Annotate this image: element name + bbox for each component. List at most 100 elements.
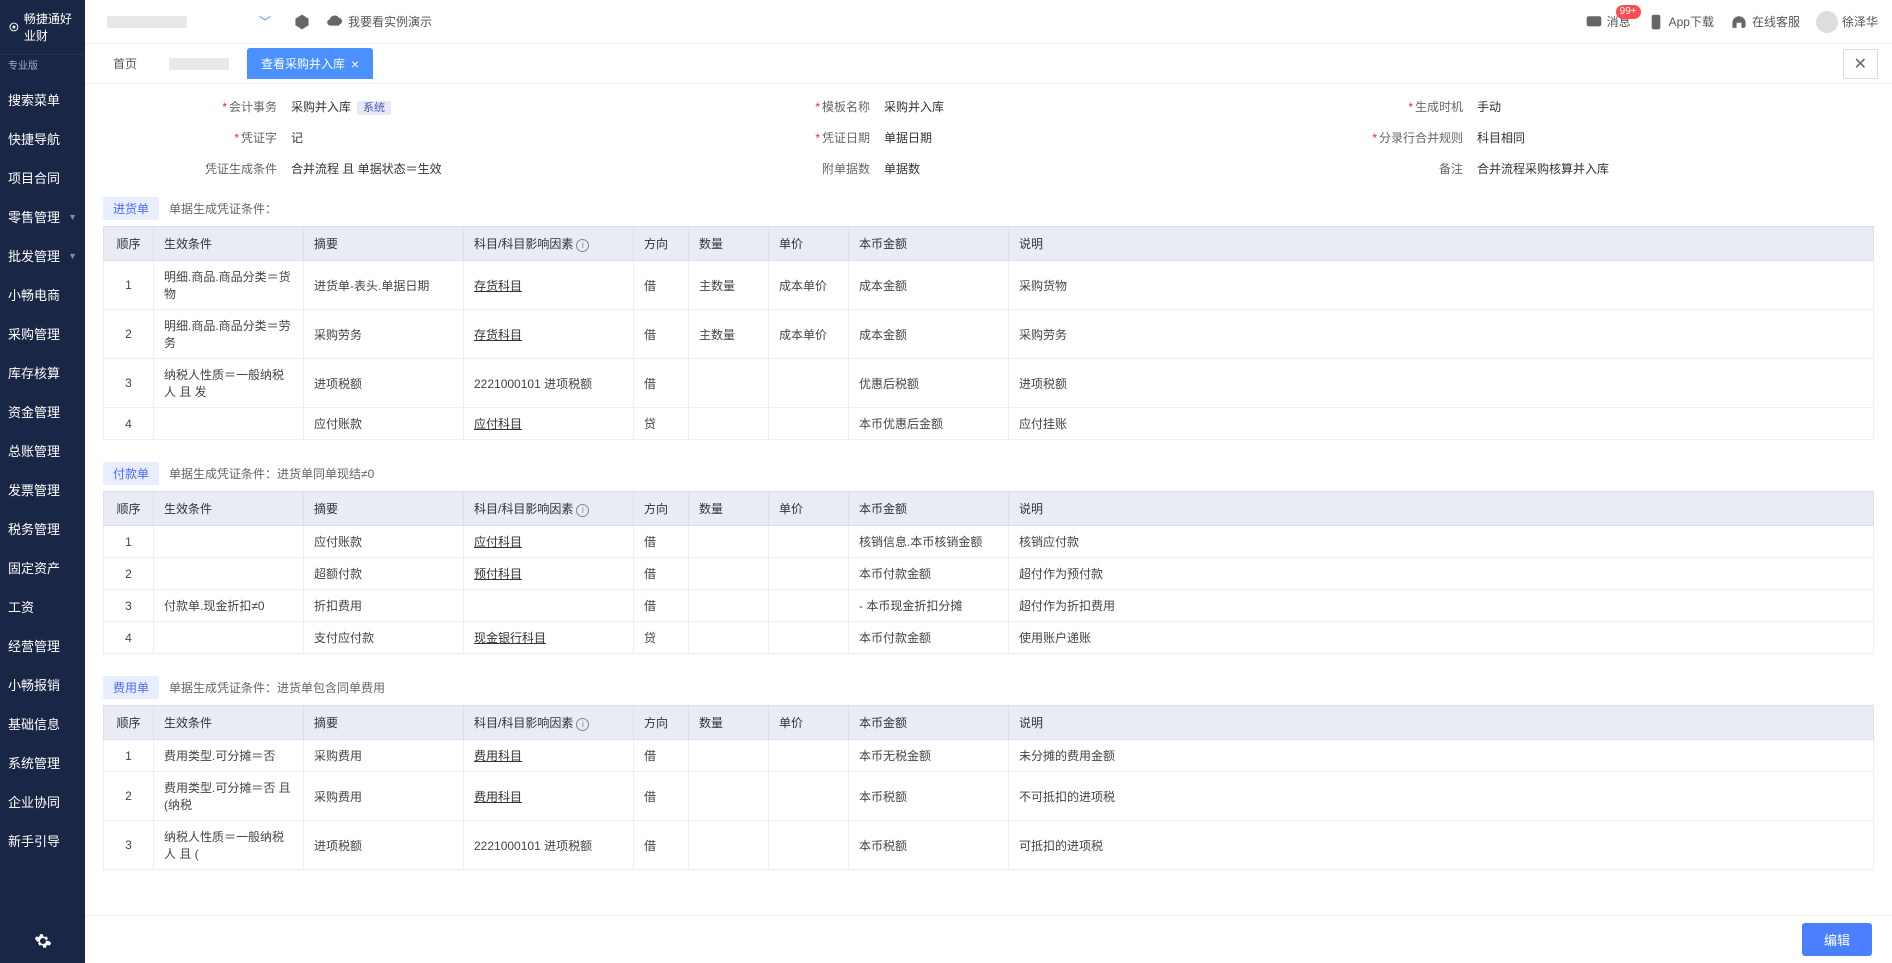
cell-subject: 现金银行科目 (464, 622, 634, 654)
cell-subject: 费用科目 (464, 772, 634, 821)
sidebar-item-label: 工资 (8, 597, 34, 616)
cell-subject: 应付科目 (464, 526, 634, 558)
sidebar-item-4[interactable]: 批发管理▼ (0, 236, 85, 275)
cell-seq: 1 (104, 261, 154, 310)
sidebar-item-label: 采购管理 (8, 324, 60, 343)
section-0: 进货单单据生成凭证条件：顺序生效条件摘要科目/科目影响因素i方向数量单价本币金额… (103, 197, 1874, 440)
info-icon[interactable]: i (576, 718, 589, 731)
subject-link[interactable]: 存货科目 (474, 328, 522, 342)
subject-link[interactable]: 现金银行科目 (474, 631, 546, 645)
table-row: 4应付账款应付科目贷本币优惠后金额应付挂账 (104, 408, 1874, 440)
cell-amount: 本币无税金额 (849, 740, 1009, 772)
info-icon[interactable]: i (576, 239, 589, 252)
app-download-button[interactable]: App下载 (1647, 13, 1714, 31)
cell-subject: 费用科目 (464, 740, 634, 772)
form-value-date: 单据日期 (884, 129, 1281, 146)
cell-summary: 应付账款 (304, 526, 464, 558)
sidebar-settings[interactable] (0, 922, 85, 963)
close-all-tabs[interactable]: ✕ (1843, 49, 1878, 79)
subject-link[interactable]: 预付科目 (474, 567, 522, 581)
sidebar-item-2[interactable]: 项目合同 (0, 158, 85, 197)
cell-qty (689, 590, 769, 622)
info-icon[interactable]: i (576, 504, 589, 517)
online-service-button[interactable]: 在线客服 (1730, 13, 1800, 31)
user-menu[interactable]: 徐泽华 (1816, 11, 1878, 33)
voucher-table: 顺序生效条件摘要科目/科目影响因素i方向数量单价本币金额说明1应付账款应付科目借… (103, 491, 1874, 654)
sidebar-item-15[interactable]: 小畅报销 (0, 665, 85, 704)
sidebar-item-8[interactable]: 资金管理 (0, 392, 85, 431)
cell-cond: 纳税人性质＝一般纳税人 且 ( (154, 821, 304, 870)
avatar-icon (1816, 11, 1838, 33)
cell-dir: 借 (634, 359, 689, 408)
content-scroll: *会计事务 采购并入库系统 *模板名称 采购并入库 *生成时机 手动 *凭证字 … (85, 84, 1892, 963)
logo-icon (8, 19, 20, 35)
subject-link[interactable]: 费用科目 (474, 790, 522, 804)
table-row: 3纳税人性质＝一般纳税人 且 发进项税额2221000101 进项税额借优惠后税… (104, 359, 1874, 408)
cell-note: 应付挂账 (1009, 408, 1874, 440)
cell-summary: 采购劳务 (304, 310, 464, 359)
tab-home[interactable]: 首页 (99, 48, 151, 79)
cell-price: 成本单价 (769, 310, 849, 359)
th-note: 说明 (1009, 706, 1874, 740)
org-selector[interactable]: ﹀ (99, 10, 279, 33)
section-1: 付款单单据生成凭证条件：进货单同单现结≠0顺序生效条件摘要科目/科目影响因素i方… (103, 462, 1874, 654)
cell-note: 采购劳务 (1009, 310, 1874, 359)
tab-close-icon[interactable]: × (351, 56, 359, 72)
th-subject: 科目/科目影响因素i (464, 227, 634, 261)
th-dir: 方向 (634, 706, 689, 740)
brand-logo[interactable]: 畅捷通好业财 (0, 0, 85, 55)
messages-button[interactable]: 消息 99+ (1585, 13, 1631, 31)
sidebar-item-7[interactable]: 库存核算 (0, 353, 85, 392)
sidebar-item-3[interactable]: 零售管理▼ (0, 197, 85, 236)
cell-qty: 主数量 (689, 261, 769, 310)
cell-note: 未分摊的费用金额 (1009, 740, 1874, 772)
tab-blurred[interactable] (155, 51, 243, 77)
sidebar-item-label: 企业协同 (8, 792, 60, 811)
edit-button[interactable]: 编辑 (1802, 923, 1872, 956)
sidebar-item-label: 资金管理 (8, 402, 60, 421)
sidebar-item-19[interactable]: 新手引导 (0, 821, 85, 860)
cell-qty (689, 526, 769, 558)
form-label-remark: 备注 (1289, 160, 1469, 177)
sidebar-item-11[interactable]: 税务管理 (0, 509, 85, 548)
sidebar-item-14[interactable]: 经营管理 (0, 626, 85, 665)
sidebar-item-18[interactable]: 企业协同 (0, 782, 85, 821)
voucher-table: 顺序生效条件摘要科目/科目影响因素i方向数量单价本币金额说明1明细.商品.商品分… (103, 226, 1874, 440)
cell-price (769, 740, 849, 772)
cell-note: 超付作为折扣费用 (1009, 590, 1874, 622)
cell-summary: 支付应付款 (304, 622, 464, 654)
form-label-date: *凭证日期 (696, 129, 876, 146)
cell-seq: 1 (104, 526, 154, 558)
cell-dir: 借 (634, 590, 689, 622)
subject-link[interactable]: 费用科目 (474, 749, 522, 763)
sidebar-item-label: 小畅报销 (8, 675, 60, 694)
settings-hex-icon[interactable] (293, 13, 311, 31)
cell-note: 不可抵扣的进项税 (1009, 772, 1874, 821)
cell-seq: 4 (104, 622, 154, 654)
sidebar-item-13[interactable]: 工资 (0, 587, 85, 626)
cell-summary: 超额付款 (304, 558, 464, 590)
tab-active[interactable]: 查看采购并入库 × (247, 48, 373, 79)
cell-qty (689, 740, 769, 772)
sidebar-item-12[interactable]: 固定资产 (0, 548, 85, 587)
cell-amount: 本币税额 (849, 821, 1009, 870)
sidebar-item-5[interactable]: 小畅电商 (0, 275, 85, 314)
form-value-attach: 单据数 (884, 160, 1281, 177)
cell-dir: 借 (634, 526, 689, 558)
form-label-merge: *分录行合并规则 (1289, 129, 1469, 146)
subject-link[interactable]: 应付科目 (474, 535, 522, 549)
system-tag: 系统 (357, 101, 391, 115)
cell-note: 进项税额 (1009, 359, 1874, 408)
sidebar-item-17[interactable]: 系统管理 (0, 743, 85, 782)
sidebar-item-9[interactable]: 总账管理 (0, 431, 85, 470)
sidebar-item-6[interactable]: 采购管理 (0, 314, 85, 353)
sidebar-item-10[interactable]: 发票管理 (0, 470, 85, 509)
th-subject: 科目/科目影响因素i (464, 492, 634, 526)
subject-link[interactable]: 存货科目 (474, 279, 522, 293)
tab-home-label: 首页 (113, 55, 137, 72)
subject-link[interactable]: 应付科目 (474, 417, 522, 431)
sidebar-item-16[interactable]: 基础信息 (0, 704, 85, 743)
demo-link[interactable]: 我要看实例演示 (325, 13, 432, 31)
sidebar-item-0[interactable]: 搜索菜单 (0, 80, 85, 119)
sidebar-item-1[interactable]: 快捷导航 (0, 119, 85, 158)
